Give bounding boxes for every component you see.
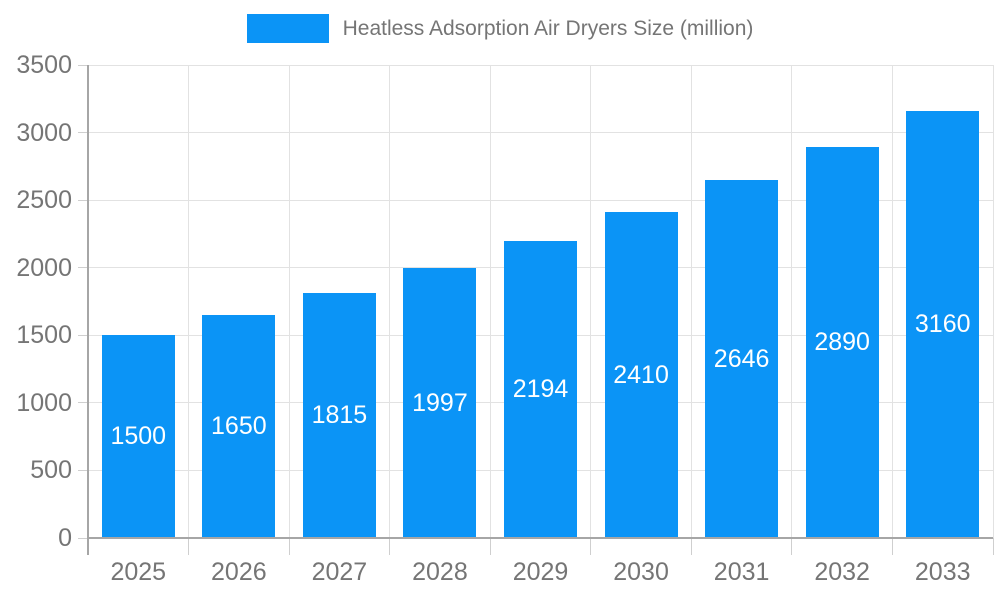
- x-axis-tick: [389, 538, 391, 555]
- bar-value-label: 2410: [613, 360, 669, 389]
- gridline-horizontal: [88, 132, 993, 134]
- x-axis-tick: [489, 538, 491, 555]
- gridline-vertical: [992, 65, 994, 538]
- bar-value-label: 3160: [914, 309, 971, 338]
- y-axis-tick: [78, 267, 88, 269]
- y-axis-tick: [78, 469, 88, 471]
- bar-value-label: 2194: [512, 375, 569, 404]
- x-tick-label: 2033: [914, 558, 971, 586]
- y-tick-label: 1000: [16, 388, 72, 417]
- y-axis-line: [87, 65, 89, 538]
- x-axis-tick: [791, 538, 793, 555]
- bar-2026: 1650: [202, 315, 276, 538]
- y-tick-label: 3500: [16, 51, 72, 79]
- x-tick-label: 2025: [110, 558, 167, 586]
- x-axis-tick: [188, 538, 190, 555]
- gridline-vertical: [791, 65, 793, 538]
- x-tick-label: 2026: [211, 558, 267, 586]
- x-axis-tick: [590, 538, 592, 555]
- gridline-vertical: [891, 65, 893, 538]
- x-axis-tick: [87, 538, 89, 555]
- y-tick-label: 0: [58, 524, 72, 552]
- x-tick-label: 2032: [814, 558, 870, 586]
- bar-2025: 1500: [101, 335, 175, 538]
- bar-2032: 2890: [805, 147, 879, 538]
- bar-value-label: 1997: [412, 388, 468, 417]
- gridline-vertical: [690, 65, 692, 538]
- gridline-vertical: [389, 65, 391, 538]
- x-tick-label: 2029: [512, 558, 569, 586]
- y-axis-tick: [78, 64, 88, 66]
- bar-2030: 2410: [604, 212, 678, 538]
- bar-2033: 3160: [906, 110, 980, 538]
- gridline-vertical: [288, 65, 290, 538]
- x-tick-label: 2030: [613, 558, 669, 586]
- legend[interactable]: Heatless Adsorption Air Dryers Size (mil…: [0, 14, 1000, 43]
- bar-value-label: 1815: [311, 400, 368, 429]
- y-axis-tick: [78, 537, 88, 539]
- y-tick-label: 2500: [16, 186, 72, 215]
- bar-value-label: 1650: [211, 411, 267, 440]
- gridline-horizontal: [88, 64, 993, 66]
- legend-swatch-icon: [246, 14, 329, 43]
- bar-value-label: 1500: [110, 422, 167, 451]
- x-tick-label: 2028: [412, 558, 468, 586]
- y-tick-label: 3000: [16, 118, 72, 147]
- gridline-vertical: [489, 65, 491, 538]
- gridline-horizontal: [88, 199, 993, 201]
- x-axis-tick: [992, 538, 994, 555]
- x-axis-tick: [891, 538, 893, 555]
- x-tick-label: 2027: [311, 558, 368, 586]
- bar-value-label: 2890: [814, 328, 870, 357]
- gridline-vertical: [188, 65, 190, 538]
- y-tick-label: 2000: [16, 253, 72, 282]
- bar-2031: 2646: [705, 180, 779, 538]
- y-axis-tick: [78, 334, 88, 336]
- bar-2028: 1997: [403, 268, 477, 538]
- y-tick-label: 500: [30, 456, 72, 485]
- y-axis-tick: [78, 132, 88, 134]
- y-tick-label: 1500: [16, 321, 72, 350]
- gridline-vertical: [590, 65, 592, 538]
- y-axis-tick: [78, 199, 88, 201]
- x-tick-label: 2031: [713, 558, 770, 586]
- bar-2027: 1815: [302, 292, 376, 538]
- bar-2029: 2194: [504, 241, 577, 538]
- bar-value-label: 2646: [713, 344, 770, 373]
- x-axis-tick: [288, 538, 290, 555]
- y-axis-tick: [78, 402, 88, 404]
- legend-label: Heatless Adsorption Air Dryers Size (mil…: [342, 16, 754, 40]
- x-axis-tick: [690, 538, 692, 555]
- x-axis-line: [87, 537, 993, 539]
